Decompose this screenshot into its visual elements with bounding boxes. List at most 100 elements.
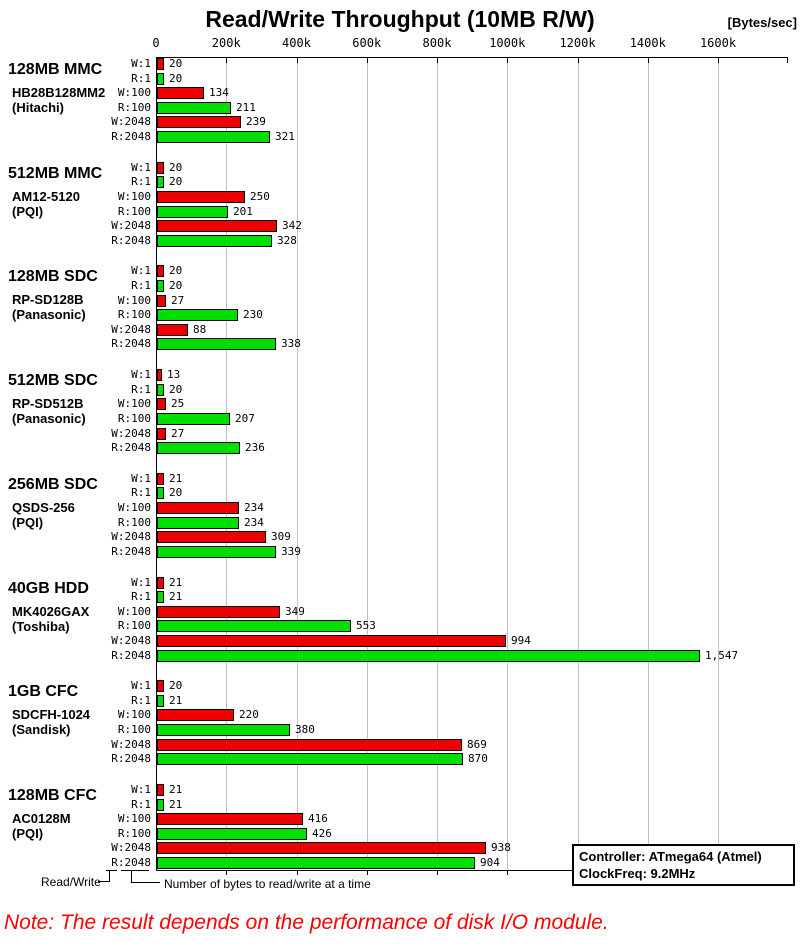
bottom-axis-line [156, 870, 788, 871]
gridline [226, 58, 227, 869]
device-maker: (PQI) [12, 203, 44, 219]
top-axis-tickmark [297, 58, 298, 63]
device-maker: (Sandisk) [12, 722, 71, 738]
read-bar [157, 827, 307, 840]
write-bar [157, 323, 188, 336]
top-axis-tickmark [648, 58, 649, 63]
device-maker: (Hitachi) [12, 100, 64, 115]
read-bar [157, 72, 164, 85]
gridline [507, 58, 508, 869]
bar-value-label: 20 [169, 486, 183, 500]
bar-value-label: 234 [244, 501, 264, 514]
bar-value-label: 20 [169, 71, 183, 85]
x-axis-tick-label: 1000k [489, 36, 526, 50]
top-axis-tickmark [226, 58, 227, 63]
bar-row-label: W:1 [131, 57, 151, 70]
clockfreq-label: ClockFreq: 9.2MHz [579, 866, 696, 881]
bar-row-label: W:2048 [111, 219, 151, 233]
bar-row-label: W:2048 [111, 115, 151, 129]
bar-row-label: R:100 [117, 100, 151, 114]
x-axis-tick-label: 400k [282, 36, 311, 50]
legend-bracket-bytes [131, 871, 160, 883]
x-axis-tick-label: 1600k [699, 36, 737, 50]
device-model: MK4026GAX [12, 603, 90, 619]
bar-row-label: R:100 [117, 619, 151, 633]
bar-value-label: 21 [169, 590, 183, 604]
bar-value-label: 21 [169, 575, 183, 589]
read-bar [157, 798, 164, 811]
gridline [437, 58, 438, 869]
bar-row-label: R:100 [117, 411, 151, 425]
bar-value-label: 328 [277, 233, 297, 247]
x-axis-tick-label: 800k [422, 36, 452, 50]
bar-value-label: 339 [281, 544, 301, 558]
unit-label: [Bytes/sec] [727, 15, 797, 30]
bar-value-label: 207 [235, 411, 255, 425]
read-bar [157, 338, 276, 351]
legend-read-write-label: Read/Write [41, 875, 101, 889]
bottom-axis-tickmark [367, 871, 368, 875]
bar-value-label: 309 [271, 530, 291, 544]
bar-row-label: R:100 [117, 515, 151, 529]
device-maker: (PQI) [12, 514, 44, 530]
device-model: RP-SD128B [12, 292, 84, 308]
device-name: 512MB MMC [8, 164, 103, 182]
bar-row-label: W:100 [117, 189, 151, 203]
bar-row-label: R:1 [131, 175, 151, 189]
device-model: SDCFH-1024 [12, 707, 91, 723]
bar-value-label: 20 [169, 382, 183, 396]
bar-row-label: R:1 [131, 486, 151, 500]
write-bar [157, 116, 241, 129]
bar-value-label: 27 [171, 293, 185, 307]
read-bar [157, 620, 351, 633]
device-name: 128MB MMC [8, 61, 103, 78]
bar-row-label: W:1 [131, 368, 151, 382]
gridline [297, 58, 298, 869]
read-bar [157, 280, 164, 292]
bar-row-label: W:1 [131, 679, 151, 693]
bar-row-label: W:1 [131, 264, 151, 278]
write-bar [157, 605, 280, 618]
bar-row-label: R:2048 [111, 752, 151, 766]
device-maker: (Panasonic) [12, 411, 86, 427]
bottom-axis-tickmark [437, 871, 438, 875]
bar-row-label: W:2048 [111, 322, 151, 336]
gridline [718, 58, 719, 869]
write-bar [157, 634, 506, 647]
bar-value-label: 21 [169, 693, 183, 707]
bar-value-label: 21 [169, 471, 183, 485]
top-axis-tickmark [507, 58, 508, 63]
top-axis-tickmark [367, 58, 368, 63]
read-bar [157, 176, 164, 189]
bar-row-label: W:1 [131, 160, 151, 174]
x-axis-tick-label: 1400k [629, 36, 666, 50]
read-bar [157, 753, 463, 766]
chart-title: Read/Write Throughput (10MB R/W) [205, 6, 595, 32]
bar-value-label: 904 [480, 855, 500, 869]
bar-row-label: R:2048 [111, 441, 151, 455]
bar-value-label: 27 [171, 426, 185, 440]
write-bar [157, 709, 234, 722]
bottom-axis-tickmark [297, 871, 298, 875]
device-maker: (Toshiba) [12, 618, 70, 634]
read-bar [157, 234, 272, 247]
bar-row-label: R:2048 [111, 855, 151, 869]
bar-row-label: R:1 [131, 590, 151, 604]
write-bar [157, 294, 166, 307]
bar-value-label: 321 [275, 130, 295, 143]
device-name: 512MB SDC [8, 372, 98, 390]
device-name: 256MB SDC [8, 475, 98, 493]
bar-value-label: 220 [239, 708, 259, 722]
device-name: 1GB CFC [8, 683, 79, 701]
bar-value-label: 234 [244, 515, 264, 529]
bar-value-label: 20 [169, 279, 183, 292]
bar-row-label: R:100 [117, 308, 151, 322]
legend-bytes-label: Number of bytes to read/write at a time [164, 877, 371, 891]
bar-row-label: R:2048 [111, 648, 151, 662]
write-bar [157, 783, 164, 796]
bottom-axis-tickmark [226, 871, 227, 875]
bar-row-label: W:100 [117, 397, 151, 411]
bar-row-label: W:1 [131, 575, 151, 589]
bar-value-label: 236 [245, 441, 265, 455]
bar-row-label: W:2048 [111, 426, 151, 440]
